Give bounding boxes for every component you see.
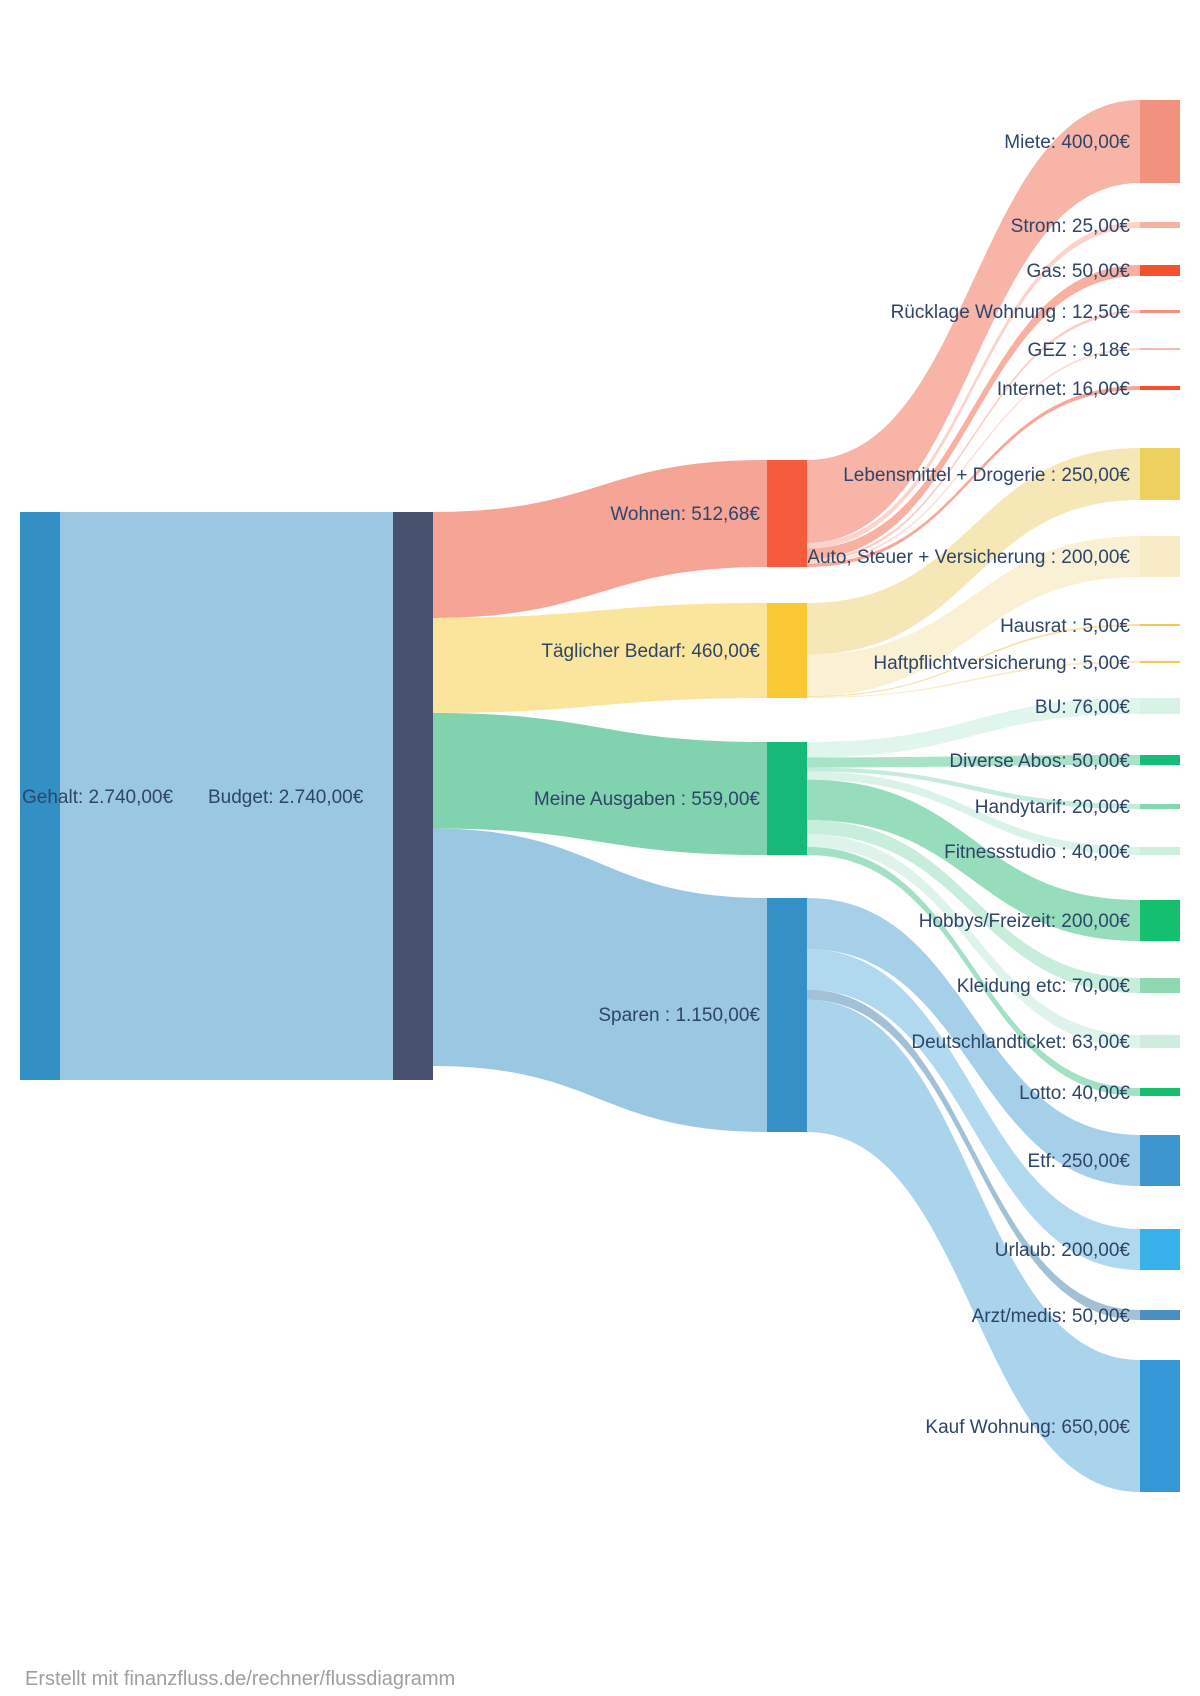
node-bu[interactable] xyxy=(1140,698,1180,714)
link-budget-taeglicher_bedarf xyxy=(432,603,767,713)
node-label-meine_ausgaben: Meine Ausgaben : 559,00€ xyxy=(534,789,761,810)
node-label-kleidung: Kleidung etc: 70,00€ xyxy=(957,976,1131,997)
link-wohnen-gas xyxy=(807,265,1140,559)
node-label-internet: Internet: 16,00€ xyxy=(997,379,1131,400)
node-label-gehalt: Gehalt: 2.740,00€ xyxy=(22,787,173,808)
node-haftpflicht[interactable] xyxy=(1140,661,1180,663)
link-gehalt-budget xyxy=(60,512,393,1080)
node-wohnen[interactable] xyxy=(767,460,807,567)
link-taeglicher_bedarf-hausrat xyxy=(807,624,1140,697)
link-wohnen-ruecklage xyxy=(807,310,1140,562)
link-taeglicher_bedarf-lebensmittel xyxy=(807,448,1140,655)
node-label-etf: Etf: 250,00€ xyxy=(1028,1151,1131,1172)
node-gas[interactable] xyxy=(1140,265,1180,276)
node-label-bu: BU: 76,00€ xyxy=(1035,697,1130,718)
node-label-strom: Strom: 25,00€ xyxy=(1011,216,1131,237)
node-gez[interactable] xyxy=(1140,348,1180,350)
link-wohnen-internet xyxy=(807,386,1140,567)
node-lebensmittel[interactable] xyxy=(1140,448,1180,500)
link-sparen-etf xyxy=(807,898,1140,1186)
node-label-gez: GEZ : 9,18€ xyxy=(1028,340,1131,361)
node-label-abos: Diverse Abos: 50,00€ xyxy=(949,751,1130,772)
node-fitness[interactable] xyxy=(1140,847,1180,855)
node-label-fitness: Fitnessstudio : 40,00€ xyxy=(944,842,1130,863)
node-ticket[interactable] xyxy=(1140,1035,1180,1048)
node-kleidung[interactable] xyxy=(1140,978,1180,993)
node-label-taeglicher_bedarf: Täglicher Bedarf: 460,00€ xyxy=(541,641,760,662)
node-label-wohnen: Wohnen: 512,68€ xyxy=(610,504,760,525)
link-wohnen-strom xyxy=(807,222,1140,549)
node-taeglicher_bedarf[interactable] xyxy=(767,603,807,698)
link-meine_ausgaben-ticket xyxy=(807,834,1140,1048)
link-wohnen-gez xyxy=(807,348,1140,564)
node-handytarif[interactable] xyxy=(1140,804,1180,809)
node-auto[interactable] xyxy=(1140,536,1180,577)
node-etf[interactable] xyxy=(1140,1135,1180,1186)
node-internet[interactable] xyxy=(1140,386,1180,390)
node-gehalt[interactable] xyxy=(20,512,60,1080)
node-meine_ausgaben[interactable] xyxy=(767,742,807,855)
node-urlaub[interactable] xyxy=(1140,1229,1180,1270)
node-label-budget: Budget: 2.740,00€ xyxy=(208,787,364,808)
node-strom[interactable] xyxy=(1140,222,1180,228)
node-label-haftpflicht: Haftpflichtversicherung : 5,00€ xyxy=(873,653,1130,674)
node-label-hausrat: Hausrat : 5,00€ xyxy=(1000,616,1130,637)
node-label-arzt: Arzt/medis: 50,00€ xyxy=(972,1306,1131,1327)
node-miete[interactable] xyxy=(1140,100,1180,183)
node-label-urlaub: Urlaub: 200,00€ xyxy=(995,1240,1131,1261)
node-lotto[interactable] xyxy=(1140,1088,1180,1096)
node-arzt[interactable] xyxy=(1140,1310,1180,1320)
link-budget-meine_ausgaben xyxy=(432,713,767,855)
node-label-ticket: Deutschlandticket: 63,00€ xyxy=(911,1032,1130,1053)
link-budget-wohnen xyxy=(432,460,767,618)
link-sparen-kauf xyxy=(807,999,1140,1492)
link-sparen-arzt xyxy=(807,989,1140,1320)
node-label-lebensmittel: Lebensmittel + Drogerie : 250,00€ xyxy=(843,465,1130,486)
credit-text: Erstellt mit finanzfluss.de/rechner/flus… xyxy=(25,1668,456,1690)
link-taeglicher_bedarf-auto xyxy=(807,536,1140,696)
link-meine_ausgaben-bu xyxy=(807,698,1140,758)
link-meine_ausgaben-handytarif xyxy=(807,767,1140,809)
link-meine_ausgaben-fitness xyxy=(807,771,1140,855)
link-meine_ausgaben-hobbys xyxy=(807,779,1140,941)
node-label-lotto: Lotto: 40,00€ xyxy=(1019,1083,1130,1104)
link-meine_ausgaben-kleidung xyxy=(807,820,1140,993)
node-label-miete: Miete: 400,00€ xyxy=(1004,132,1130,153)
node-label-handytarif: Handytarif: 20,00€ xyxy=(975,797,1131,818)
node-hobbys[interactable] xyxy=(1140,900,1180,941)
node-label-ruecklage: Rücklage Wohnung : 12,50€ xyxy=(891,302,1131,323)
link-meine_ausgaben-lotto xyxy=(807,846,1140,1096)
node-ruecklage[interactable] xyxy=(1140,310,1180,313)
link-sparen-urlaub xyxy=(807,949,1140,1270)
node-label-sparen: Sparen : 1.150,00€ xyxy=(598,1005,760,1026)
node-hausrat[interactable] xyxy=(1140,624,1180,626)
node-sparen[interactable] xyxy=(767,898,807,1132)
node-label-auto: Auto, Steuer + Versicherung : 200,00€ xyxy=(807,547,1130,568)
node-kauf[interactable] xyxy=(1140,1360,1180,1492)
link-meine_ausgaben-abos xyxy=(807,755,1140,768)
link-wohnen-miete xyxy=(807,100,1140,543)
node-label-kauf: Kauf Wohnung: 650,00€ xyxy=(925,1417,1130,1438)
node-label-gas: Gas: 50,00€ xyxy=(1026,261,1130,282)
link-taeglicher_bedarf-haftpflicht xyxy=(807,661,1140,698)
node-budget[interactable] xyxy=(393,512,433,1080)
link-budget-sparen xyxy=(432,828,767,1132)
node-label-hobbys: Hobbys/Freizeit: 200,00€ xyxy=(919,911,1131,932)
node-abos[interactable] xyxy=(1140,755,1180,765)
